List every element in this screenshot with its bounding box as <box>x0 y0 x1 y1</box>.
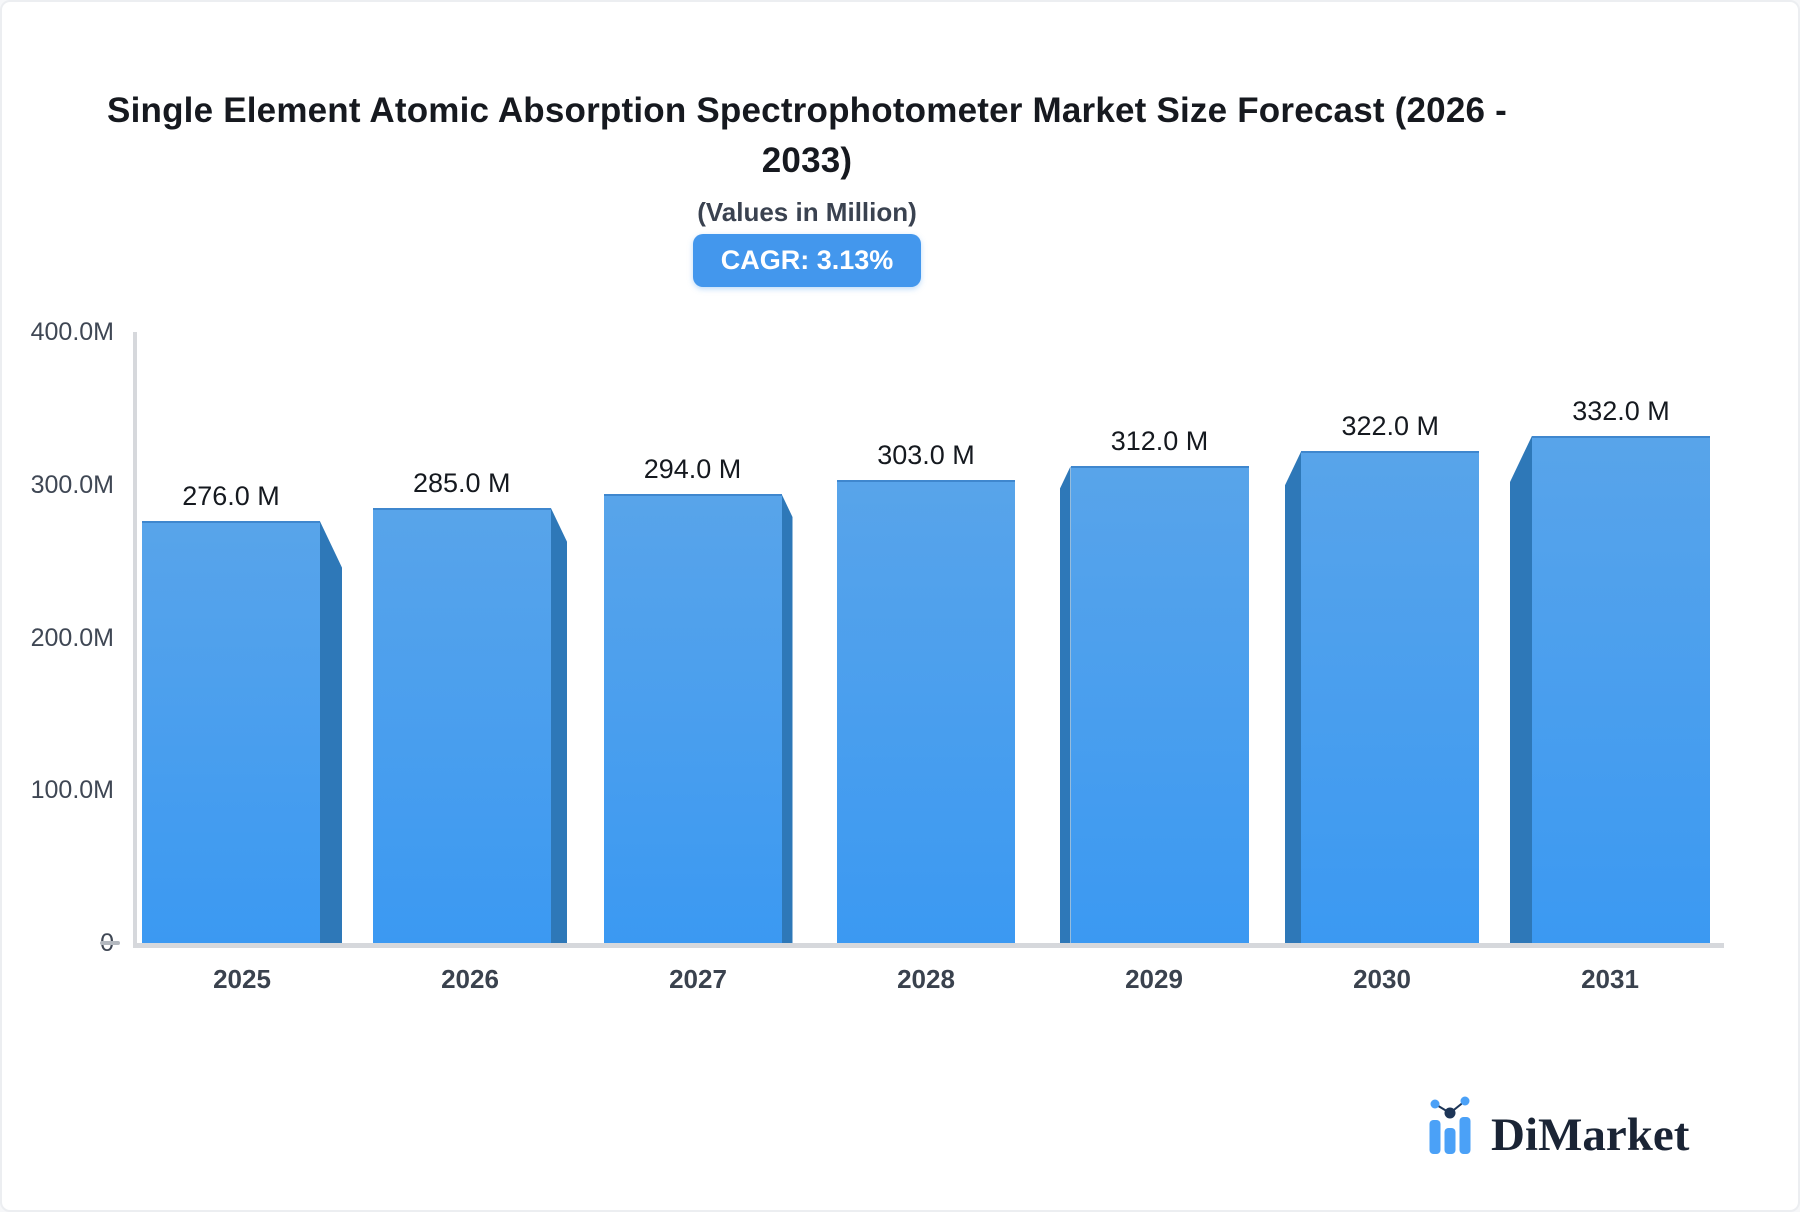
x-axis-tick-label: 2030 <box>1353 964 1411 994</box>
y-axis-tick-label: 400.0M <box>30 318 114 346</box>
bar-3d-side <box>1510 435 1532 943</box>
bar-3d-side <box>550 507 568 943</box>
y-axis-line <box>133 332 137 943</box>
bar-value-label: 322.0 M <box>1341 411 1440 442</box>
x-axis-tick-label: 2027 <box>669 964 727 994</box>
bar-2028[interactable] <box>837 480 1015 943</box>
y-axis-tick-label: 100.0M <box>30 776 114 805</box>
bar-2031[interactable] <box>1532 435 1710 943</box>
cagr-badge: CAGR: 3.13% <box>692 234 922 288</box>
y-axis-tick-label: 300.0M <box>30 470 114 499</box>
x-axis-tick-label: 2029 <box>1125 964 1183 994</box>
bar-3d-side <box>781 493 793 943</box>
bar-3d-side <box>320 521 342 943</box>
x-axis-tick-label: 2031 <box>1581 964 1639 994</box>
chart-header: Single Element Atomic Absorption Spectro… <box>2 86 1612 288</box>
brand-name: DiMarket <box>1491 1109 1690 1161</box>
bar-2027[interactable] <box>603 493 782 943</box>
bar-2030[interactable] <box>1301 451 1480 943</box>
bar-value-label: 332.0 M <box>1572 395 1670 426</box>
x-axis-tick-label: 2025 <box>213 964 271 994</box>
x-axis-line <box>133 943 1724 948</box>
x-axis-tick-label: 2026 <box>441 964 499 994</box>
brand-logo[interactable]: DiMarket <box>1426 1090 1689 1161</box>
y-axis-tick-label: 0 <box>4 927 114 959</box>
bar-3d-side <box>1284 451 1302 943</box>
bar-3d-side <box>1059 466 1071 943</box>
chart-title: Single Element Atomic Absorption Spectro… <box>107 91 1507 180</box>
bar-2026[interactable] <box>372 507 551 943</box>
bar-value-label: 276.0 M <box>182 481 280 512</box>
bar-value-label: 294.0 M <box>643 453 742 484</box>
zero-tick-mark <box>100 941 120 945</box>
bar-value-label: 303.0 M <box>877 440 975 471</box>
x-axis-tick-label: 2028 <box>897 964 955 994</box>
bar-2025[interactable] <box>142 521 320 943</box>
bar-2029[interactable] <box>1070 466 1249 943</box>
y-axis-tick-label: 200.0M <box>30 623 114 652</box>
bar-value-label: 312.0 M <box>1110 426 1209 457</box>
bar-value-label: 285.0 M <box>412 467 511 498</box>
bar-chart-logo-icon <box>1426 1090 1478 1161</box>
chart-subtitle: (Values in Million) <box>697 197 917 228</box>
